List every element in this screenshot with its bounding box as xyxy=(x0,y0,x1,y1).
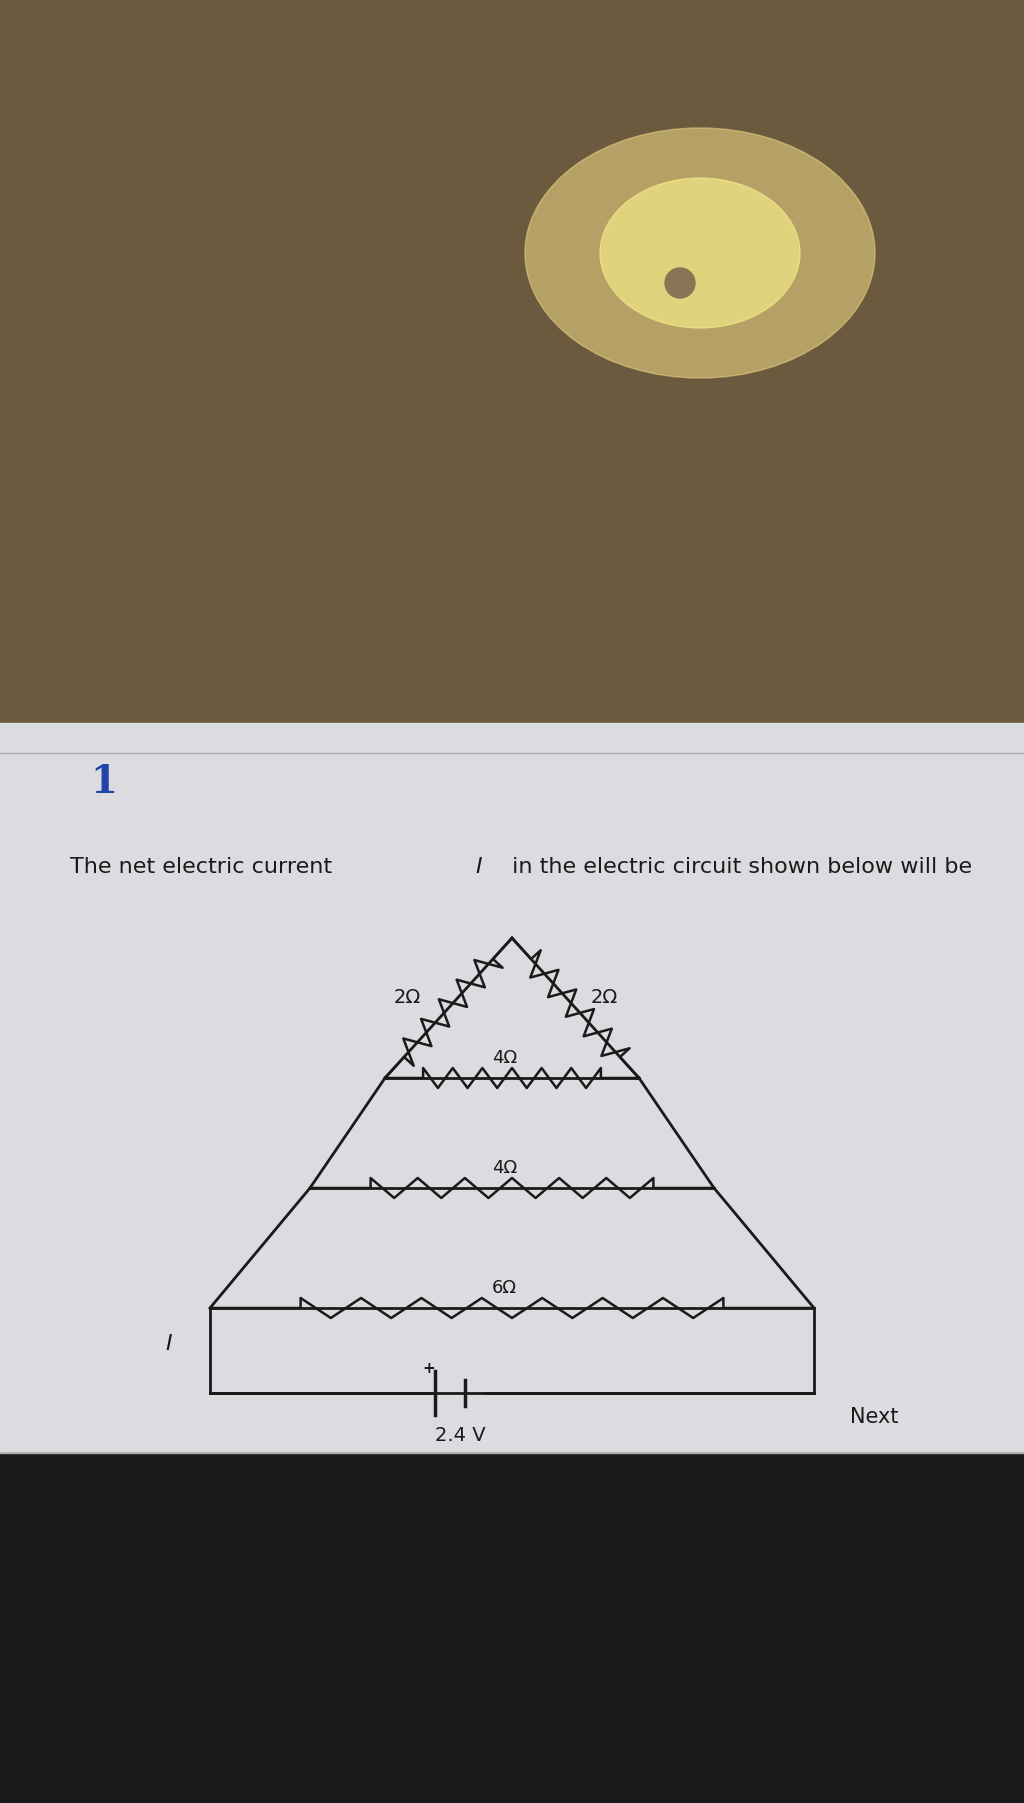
Text: 1: 1 xyxy=(90,763,117,801)
Ellipse shape xyxy=(525,128,874,379)
Bar xyxy=(0,1453,1024,1803)
Bar xyxy=(0,723,1024,1453)
Text: I: I xyxy=(475,856,481,876)
Bar xyxy=(0,0,1024,754)
Text: 4Ω: 4Ω xyxy=(492,1049,517,1067)
Text: The net electric current: The net electric current xyxy=(70,856,339,876)
Text: 2Ω: 2Ω xyxy=(393,988,421,1008)
Text: in the electric circuit shown below will be: in the electric circuit shown below will… xyxy=(505,856,972,876)
Text: 4Ω: 4Ω xyxy=(492,1159,517,1177)
Text: 6Ω: 6Ω xyxy=(492,1278,517,1296)
Circle shape xyxy=(665,269,695,297)
Text: 2.4 V: 2.4 V xyxy=(435,1426,485,1444)
Ellipse shape xyxy=(600,178,800,328)
Text: Next: Next xyxy=(850,1406,898,1426)
Text: I: I xyxy=(165,1334,172,1354)
Text: 2Ω: 2Ω xyxy=(591,988,617,1008)
Text: +: + xyxy=(422,1361,435,1376)
